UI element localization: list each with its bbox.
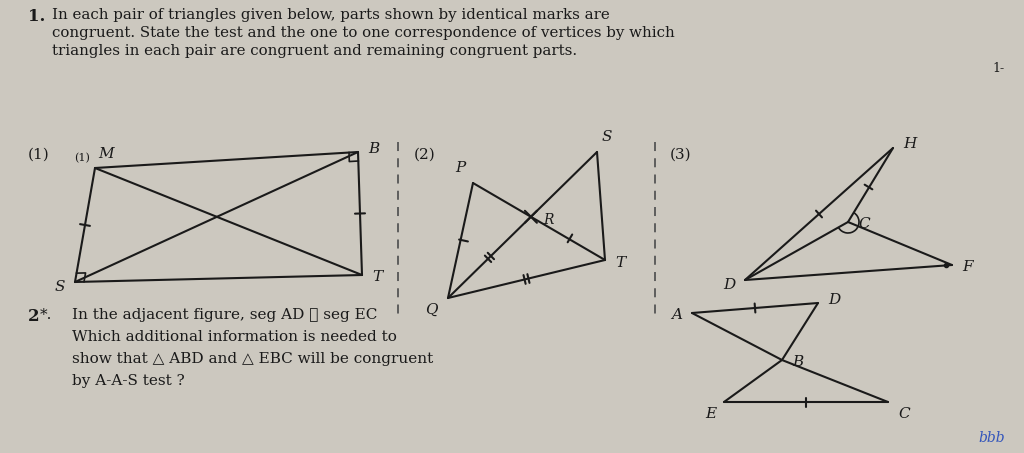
Text: R: R (543, 213, 553, 227)
Text: (1): (1) (28, 148, 50, 162)
Text: triangles in each pair are congruent and remaining congruent parts.: triangles in each pair are congruent and… (52, 44, 578, 58)
Text: C: C (858, 217, 869, 231)
Text: In each pair of triangles given below, parts shown by identical marks are: In each pair of triangles given below, p… (52, 8, 609, 22)
Text: T: T (372, 270, 382, 284)
Text: congruent. State the test and the one to one correspondence of vertices by which: congruent. State the test and the one to… (52, 26, 675, 40)
Text: D: D (828, 293, 841, 307)
Text: 2: 2 (28, 308, 40, 325)
Text: E: E (705, 407, 716, 421)
Text: (2): (2) (414, 148, 436, 162)
Text: S: S (54, 280, 65, 294)
Text: S: S (602, 130, 612, 144)
Text: D: D (723, 278, 735, 292)
Text: H: H (903, 137, 916, 151)
Text: 1-: 1- (993, 62, 1005, 75)
Text: B: B (792, 355, 803, 369)
Text: A: A (671, 308, 682, 322)
Text: bbb: bbb (978, 431, 1005, 445)
Text: Which additional information is needed to: Which additional information is needed t… (72, 330, 397, 344)
Text: P: P (455, 161, 465, 175)
Text: M: M (98, 147, 114, 161)
Text: C: C (898, 407, 909, 421)
Text: show that △ ABD and △ EBC will be congruent: show that △ ABD and △ EBC will be congru… (72, 352, 433, 366)
Text: (3): (3) (670, 148, 691, 162)
Text: Q: Q (426, 303, 438, 317)
Text: by A-A-S test ?: by A-A-S test ? (72, 374, 184, 388)
Text: *.: *. (40, 308, 52, 322)
Text: 1.: 1. (28, 8, 45, 25)
Text: B: B (368, 142, 379, 156)
Text: In the adjacent figure, seg AD ≅ seg EC: In the adjacent figure, seg AD ≅ seg EC (72, 308, 378, 322)
Text: T: T (615, 256, 625, 270)
Text: (1): (1) (74, 153, 90, 163)
Text: F: F (962, 260, 973, 274)
